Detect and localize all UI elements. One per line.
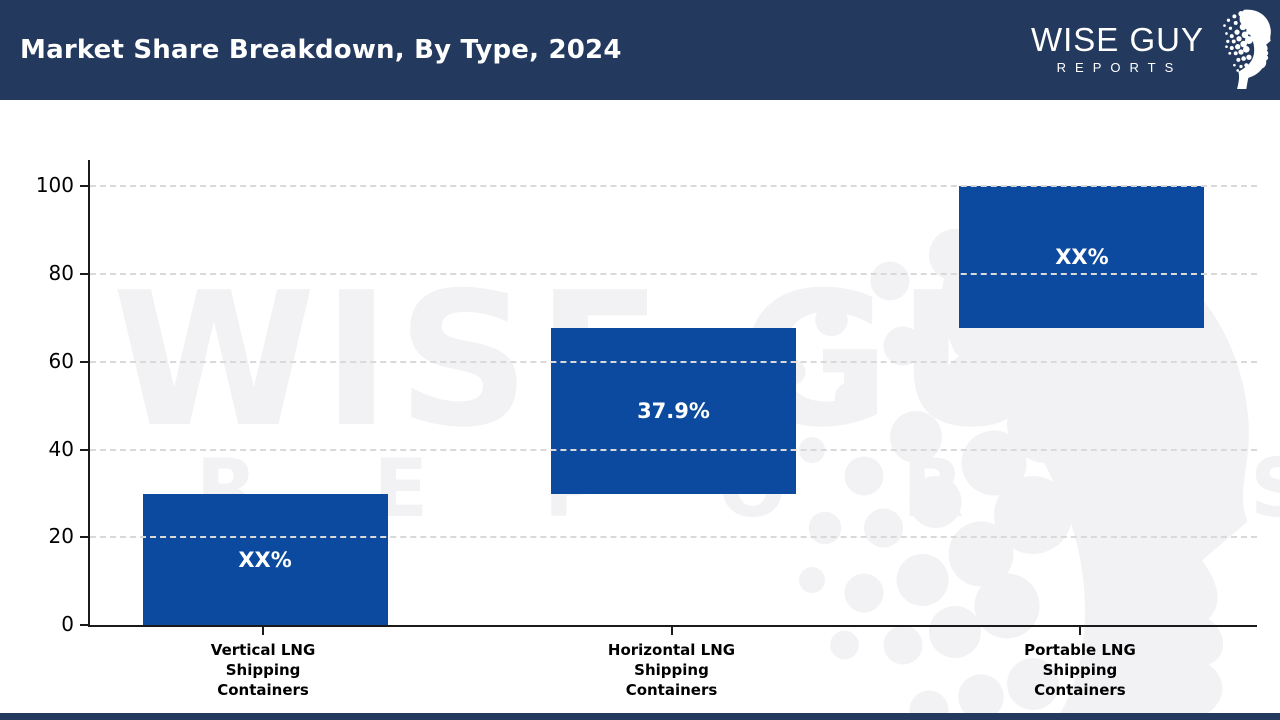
yaxis-tick-mark <box>80 185 88 188</box>
yaxis-tick-label-20: 20 <box>48 524 74 549</box>
yaxis-tick-mark <box>80 536 88 539</box>
gridline-40 <box>90 448 1257 451</box>
yaxis-tick-mark <box>80 273 88 276</box>
bar-vertical-lng: XX% <box>142 494 388 625</box>
logo-subtitle: REPORTS <box>1056 60 1183 75</box>
yaxis-tick-label-80: 80 <box>48 261 74 286</box>
category-label-line: Horizontal LNG <box>607 641 736 659</box>
chart-title: Market Share Breakdown, By Type, 2024 <box>20 35 622 65</box>
xaxis-tick-mark <box>1078 627 1081 635</box>
category-label-3: Portable LNG Shipping Containers <box>920 640 1240 700</box>
header-bar: Market Share Breakdown, By Type, 2024 WI… <box>0 0 1280 100</box>
category-label-line: Containers <box>1034 681 1126 699</box>
bar-portable-lng: XX% <box>959 186 1205 329</box>
dotted-face-icon <box>1223 9 1271 89</box>
category-label-line: Vertical LNG <box>210 641 316 659</box>
wiseguy-logo: WISE GUY REPORTS <box>1031 0 1274 100</box>
category-label-line: Shipping <box>225 661 301 679</box>
plot-area: XX% 37.9% XX% <box>88 160 1257 627</box>
yaxis-tick-mark <box>80 360 88 363</box>
bar-value-label: XX% <box>238 547 292 572</box>
category-label-line: Containers <box>217 681 309 699</box>
bar-value-label: 37.9% <box>637 399 710 424</box>
gridline-80 <box>90 273 1257 276</box>
gridline-100 <box>90 185 1257 188</box>
yaxis-tick-mark <box>80 448 88 451</box>
bar-horizontal-lng: 37.9% <box>551 328 796 495</box>
wiseguy-logo-text: WISE GUY REPORTS <box>1031 23 1204 77</box>
yaxis-tick-label-100: 100 <box>35 173 74 198</box>
category-label-1: Vertical LNG Shipping Containers <box>103 640 423 700</box>
bar-value-label: XX% <box>1055 245 1109 270</box>
xaxis-tick-mark <box>670 627 673 635</box>
category-label-line: Containers <box>625 681 718 699</box>
gridline-60 <box>90 360 1257 363</box>
yaxis-tick-label-40: 40 <box>48 436 74 461</box>
yaxis-tick-label-60: 60 <box>48 348 74 373</box>
chart-canvas: WISE GUY R E P O R T S XX%37.9%XX% 02040… <box>0 100 1280 713</box>
yaxis-tick-mark <box>80 624 88 626</box>
watermark-face <box>779 214 1249 713</box>
category-label-line: Shipping <box>634 661 709 679</box>
category-label-line: Shipping <box>1042 661 1118 679</box>
gridline-20 <box>90 536 1257 539</box>
footer-bar <box>0 713 1280 720</box>
category-label-line: Portable LNG <box>1024 641 1136 659</box>
xaxis-tick-mark <box>262 627 265 635</box>
logo-wordmark: WISE GUY <box>1030 21 1204 58</box>
category-label-2: Horizontal LNG Shipping Containers <box>512 640 832 700</box>
yaxis-tick-label-0: 0 <box>61 612 74 636</box>
